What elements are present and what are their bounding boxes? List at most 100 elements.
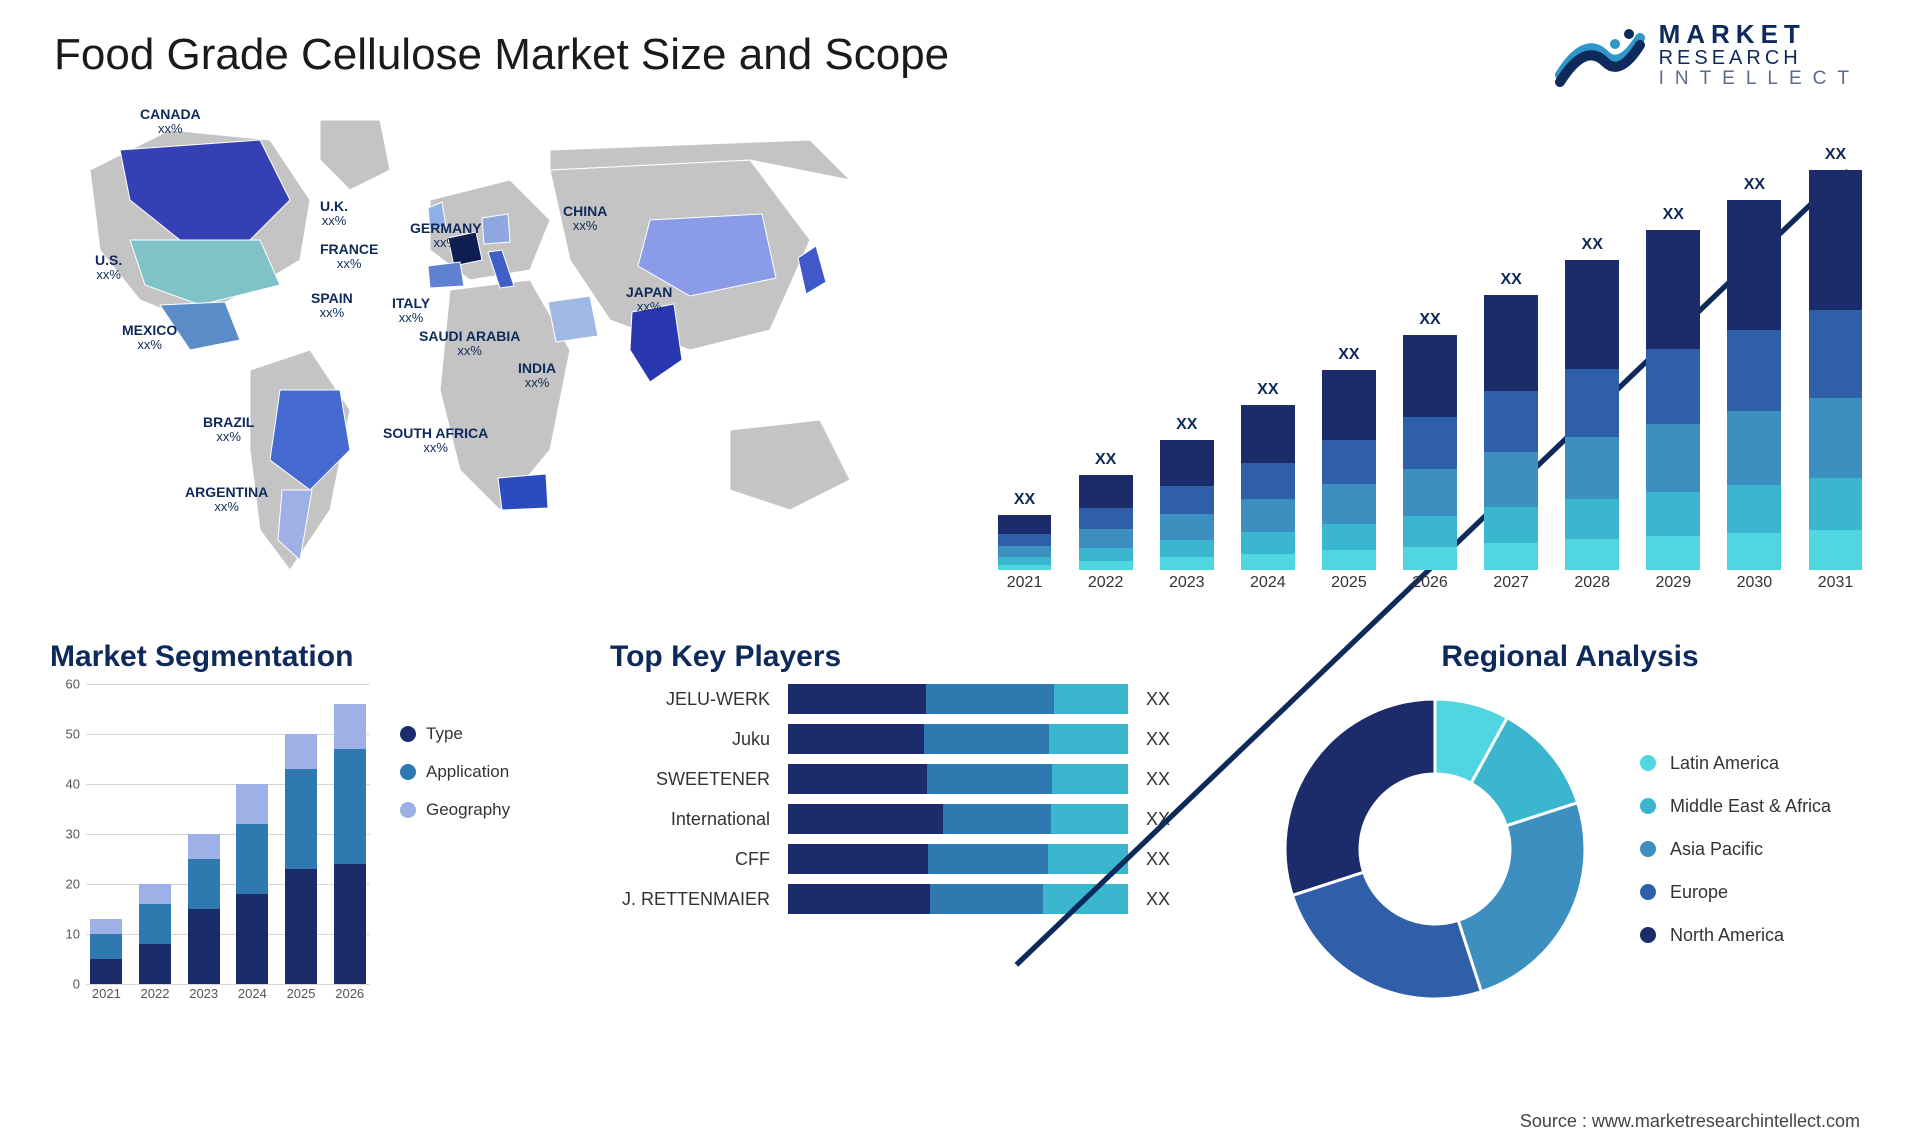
legend-swatch: [1640, 884, 1656, 900]
growth-bar: XX: [1314, 346, 1383, 570]
regional-panel: Regional Analysis Latin America Middle Ea…: [1270, 640, 1870, 1060]
map-label: SPAINxx%: [311, 290, 353, 321]
seg-xlabel: 2026: [329, 986, 370, 1014]
seg-xlabel: 2024: [232, 986, 273, 1014]
growth-bar: XX: [1152, 416, 1221, 570]
growth-xlabel: 2030: [1720, 574, 1789, 610]
seg-ylabel: 10: [50, 927, 80, 942]
map-label: FRANCExx%: [320, 241, 378, 272]
legend-item: Latin America: [1640, 753, 1831, 774]
bar-value-label: XX: [1825, 146, 1846, 164]
growth-xlabel: 2028: [1558, 574, 1627, 610]
seg-bar: [329, 704, 370, 984]
key-player-label: CFF: [610, 849, 770, 870]
logo-icon: [1555, 20, 1645, 90]
bar-value-label: XX: [1744, 176, 1765, 194]
regional-donut: [1270, 684, 1600, 1014]
logo-line2: RESEARCH: [1659, 48, 1860, 69]
growth-chart: XXXXXXXXXXXXXXXXXXXXXX 20212022202320242…: [990, 90, 1870, 630]
growth-bar: XX: [990, 491, 1059, 570]
growth-xlabel: 2025: [1314, 574, 1383, 610]
growth-bar: XX: [1071, 451, 1140, 570]
donut-slice: [1285, 699, 1435, 895]
bar-value-label: XX: [1663, 206, 1684, 224]
growth-xlabel: 2022: [1071, 574, 1140, 610]
logo-line1: MARKET: [1659, 21, 1860, 48]
seg-ylabel: 0: [50, 977, 80, 992]
legend-swatch: [1640, 755, 1656, 771]
segmentation-legend: TypeApplicationGeography: [400, 684, 510, 820]
growth-xlabel: 2031: [1801, 574, 1870, 610]
map-label: ITALYxx%: [392, 295, 430, 326]
growth-bar: XX: [1233, 381, 1302, 570]
seg-xlabel: 2021: [86, 986, 127, 1014]
legend-item: Europe: [1640, 882, 1831, 903]
donut-slice: [1458, 803, 1585, 992]
key-player-value: XX: [1146, 689, 1170, 710]
key-player-label: JELU-WERK: [610, 689, 770, 710]
growth-bar: XX: [1477, 271, 1546, 570]
legend-label: North America: [1670, 925, 1784, 946]
map-label: U.K.xx%: [320, 198, 348, 229]
world-map: CANADAxx%U.S.xx%MEXICOxx%BRAZILxx%ARGENT…: [50, 90, 950, 630]
growth-xlabel: 2029: [1639, 574, 1708, 610]
seg-ylabel: 60: [50, 677, 80, 692]
legend-label: Middle East & Africa: [1670, 796, 1831, 817]
map-label: SAUDI ARABIAxx%: [419, 328, 520, 359]
bar-value-label: XX: [1419, 311, 1440, 329]
growth-xlabel: 2027: [1477, 574, 1546, 610]
growth-bar: XX: [1720, 176, 1789, 570]
key-player-value: XX: [1146, 809, 1170, 830]
seg-ylabel: 40: [50, 777, 80, 792]
seg-xlabel: 2023: [183, 986, 224, 1014]
seg-bar: [183, 834, 224, 984]
legend-label: Latin America: [1670, 753, 1779, 774]
key-player-row: J. RETTENMAIERXX: [610, 884, 1230, 914]
growth-bar: XX: [1639, 206, 1708, 570]
seg-ylabel: 20: [50, 877, 80, 892]
key-players-chart: JELU-WERKXXJukuXXSWEETENERXXInternationa…: [610, 684, 1230, 914]
legend-swatch: [1640, 841, 1656, 857]
key-player-row: CFFXX: [610, 844, 1230, 874]
growth-xlabel: 2023: [1152, 574, 1221, 610]
map-label: U.S.xx%: [95, 252, 122, 283]
map-label: INDIAxx%: [518, 360, 556, 391]
seg-ylabel: 30: [50, 827, 80, 842]
seg-ylabel: 50: [50, 727, 80, 742]
legend-swatch: [400, 764, 416, 780]
legend-label: Type: [426, 724, 463, 744]
logo: MARKET RESEARCH INTELLECT: [1555, 20, 1860, 90]
map-label: JAPANxx%: [626, 284, 672, 315]
legend-label: Europe: [1670, 882, 1728, 903]
regional-legend: Latin AmericaMiddle East & AfricaAsia Pa…: [1640, 753, 1831, 946]
legend-item: Middle East & Africa: [1640, 796, 1831, 817]
key-player-row: SWEETENER XX: [610, 764, 1230, 794]
legend-item: Application: [400, 762, 510, 782]
regional-heading: Regional Analysis: [1270, 640, 1870, 674]
key-player-row: InternationalXX: [610, 804, 1230, 834]
world-map-svg: [50, 90, 950, 630]
key-players-panel: Top Key Players JELU-WERK XX JukuXX SWEETEN…: [610, 640, 1230, 1060]
key-player-label: SWEETENER: [610, 769, 770, 790]
bar-value-label: XX: [1338, 346, 1359, 364]
source-line: Source : www.marketresearchintellect.com: [1520, 1111, 1860, 1132]
key-player-row: JukuXX: [610, 724, 1230, 754]
growth-xlabel: 2026: [1395, 574, 1464, 610]
map-label: BRAZILxx%: [203, 414, 254, 445]
growth-bar: XX: [1801, 146, 1870, 570]
seg-bar: [232, 784, 273, 984]
logo-line3: INTELLECT: [1659, 69, 1860, 89]
legend-swatch: [1640, 927, 1656, 943]
growth-xlabel: 2024: [1233, 574, 1302, 610]
key-player-value: XX: [1146, 889, 1170, 910]
map-label: ARGENTINAxx%: [185, 484, 268, 515]
key-players-heading: Top Key Players: [610, 640, 1230, 674]
seg-bar: [281, 734, 322, 984]
legend-swatch: [400, 726, 416, 742]
legend-item: North America: [1640, 925, 1831, 946]
bar-value-label: XX: [1257, 381, 1278, 399]
map-label: MEXICOxx%: [122, 322, 177, 353]
seg-bar: [86, 919, 127, 984]
donut-slice: [1292, 872, 1481, 999]
key-player-value: XX: [1146, 769, 1170, 790]
